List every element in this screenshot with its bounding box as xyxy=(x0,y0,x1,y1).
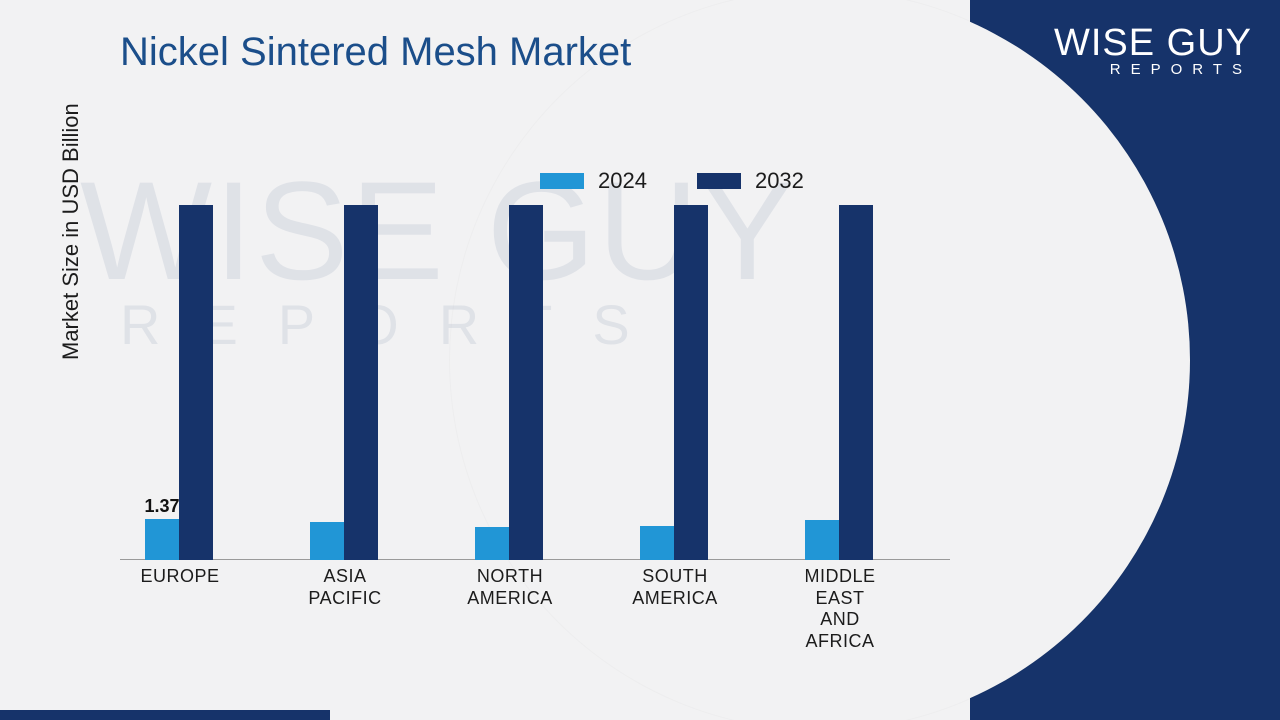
category-label: MIDDLE EAST AND AFRICA xyxy=(804,566,875,652)
legend-item-2024: 2024 xyxy=(540,168,647,194)
category-label: SOUTH AMERICA xyxy=(632,566,718,609)
legend-swatch-2024 xyxy=(540,173,584,189)
chart-title: Nickel Sintered Mesh Market xyxy=(120,30,631,75)
legend-item-2032: 2032 xyxy=(697,168,804,194)
legend-label-2032: 2032 xyxy=(755,168,804,194)
plot-area: 1.37EUROPEASIA PACIFICNORTH AMERICASOUTH… xyxy=(120,205,950,560)
bar xyxy=(509,205,543,560)
legend: 2024 2032 xyxy=(540,168,804,194)
bar-value-label: 1.37 xyxy=(144,496,179,517)
legend-label-2024: 2024 xyxy=(598,168,647,194)
bar xyxy=(674,205,708,560)
bar xyxy=(344,205,378,560)
category-label: EUROPE xyxy=(140,566,219,588)
bar xyxy=(310,522,344,560)
bar xyxy=(805,520,839,560)
bar xyxy=(475,527,509,560)
category-label: ASIA PACIFIC xyxy=(308,566,381,609)
legend-swatch-2032 xyxy=(697,173,741,189)
category-label: NORTH AMERICA xyxy=(467,566,553,609)
footer-accent-bar xyxy=(0,710,330,720)
chart-canvas: WISE GUY REPORTS WISE GUY REPORTS Nickel… xyxy=(0,0,1280,720)
brand-logo: WISE GUY REPORTS xyxy=(1054,22,1252,78)
brand-logo-main: WISE GUY xyxy=(1054,22,1252,65)
y-axis-label: Market Size in USD Billion xyxy=(58,103,84,360)
bar: 1.37 xyxy=(145,519,179,560)
bar xyxy=(839,205,873,560)
brand-panel xyxy=(970,0,1280,720)
bar xyxy=(179,205,213,560)
bar xyxy=(640,526,674,560)
